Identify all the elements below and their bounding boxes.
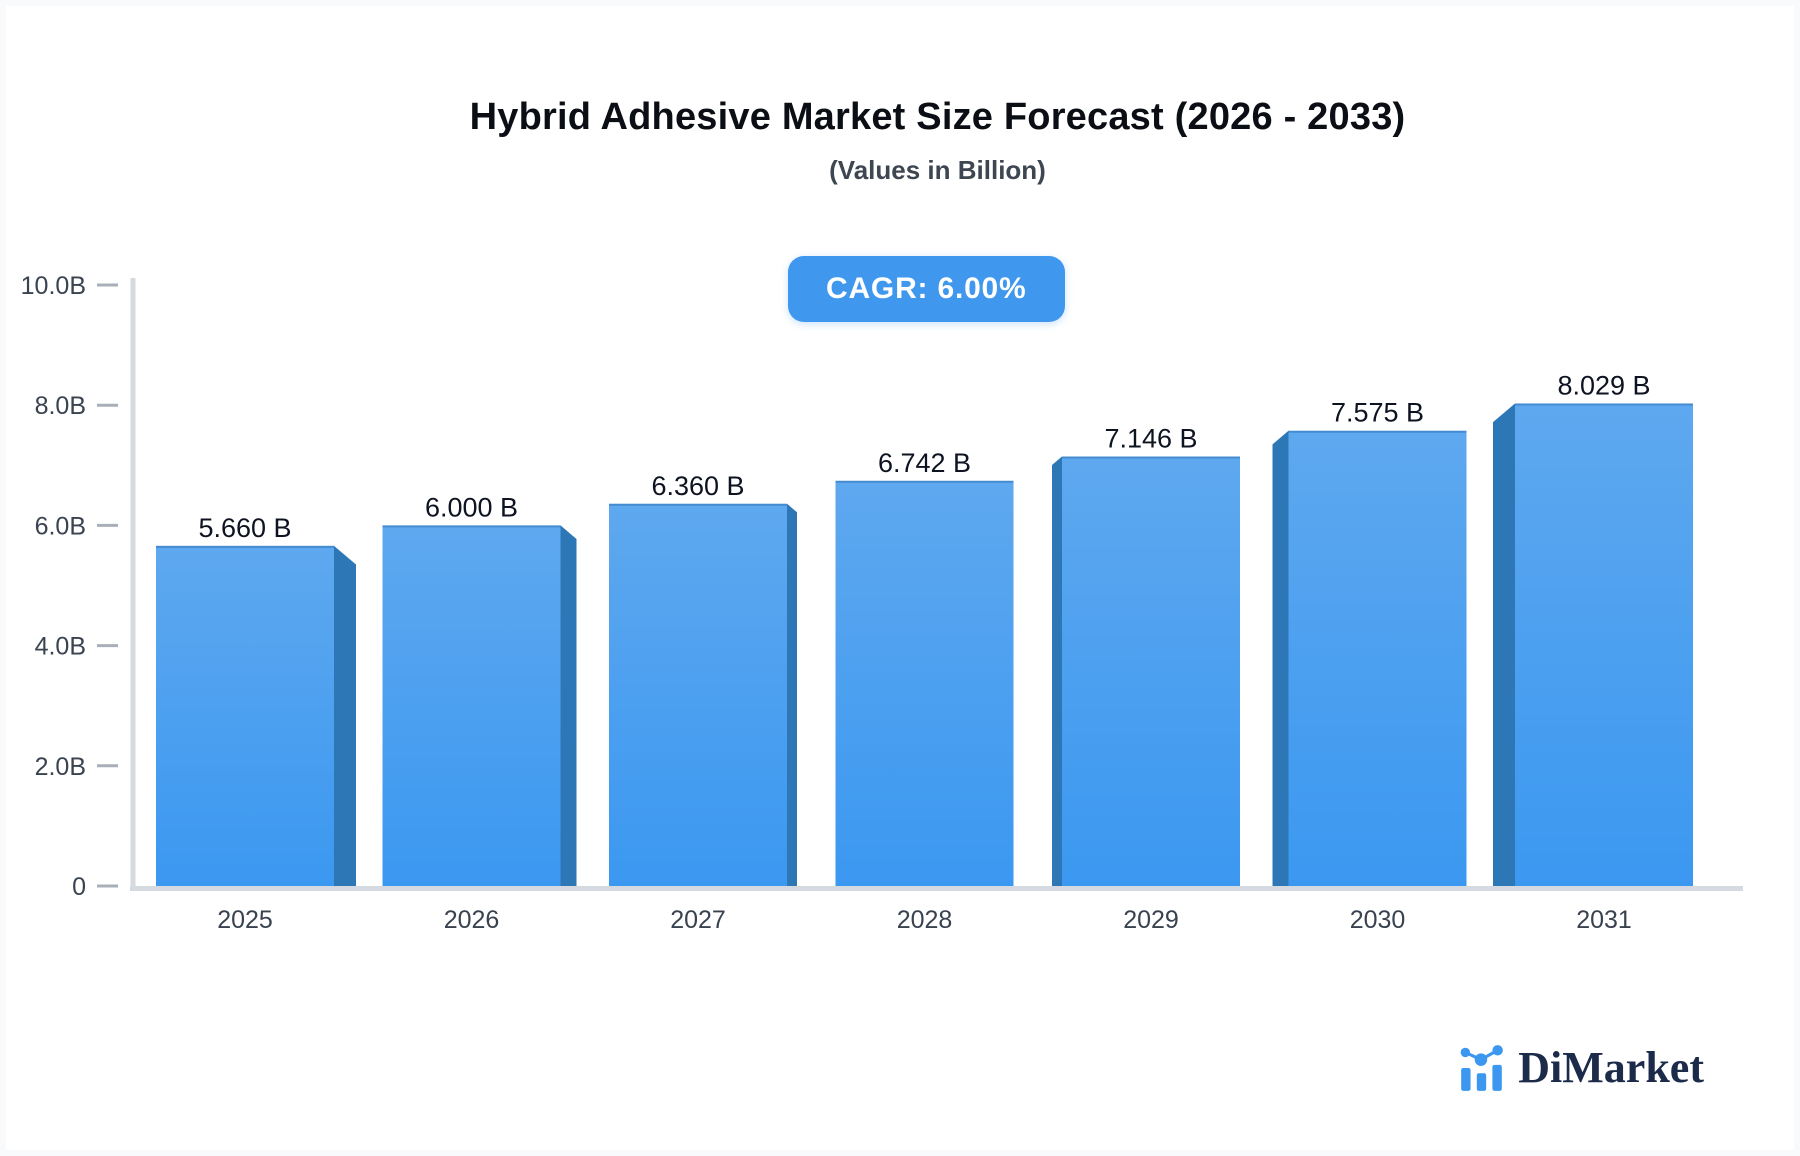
chart-header: Hybrid Adhesive Market Size Forecast (20… — [130, 96, 1745, 186]
bar-front-face — [1062, 456, 1240, 886]
y-axis-tick-label: 6.0B — [35, 512, 86, 540]
bar-side-face — [1493, 403, 1515, 886]
bar-group-2029[interactable]: 7.146 B — [1052, 424, 1240, 886]
chart-subtitle: (Values in Billion) — [829, 155, 1046, 185]
bar-group-2025[interactable]: 5.660 B — [156, 513, 356, 886]
y-axis-tick-label: 8.0B — [35, 392, 86, 420]
bar-front-face — [1288, 430, 1467, 886]
bar-front-face — [609, 503, 787, 886]
bar-side-face — [1272, 430, 1289, 886]
y-axis-tick-label: 4.0B — [35, 633, 86, 661]
chart-title: Hybrid Adhesive Market Size Forecast (20… — [469, 96, 1406, 138]
bar-side-face — [334, 545, 356, 886]
bar-value-label: 5.660 B — [198, 513, 291, 543]
bar-value-label: 7.575 B — [1331, 398, 1424, 428]
y-axis-tick-label: 0 — [72, 873, 86, 901]
y-axis-tick-label: 2.0B — [35, 753, 86, 781]
x-axis-label: 2031 — [1576, 906, 1632, 934]
x-axis-label: 2025 — [217, 906, 273, 934]
x-axis-label: 2029 — [1123, 906, 1179, 934]
y-axis-tick-label: 10.0B — [21, 272, 86, 300]
bar-value-label: 6.742 B — [878, 448, 971, 478]
bar-group-2031[interactable]: 8.029 B — [1493, 370, 1693, 886]
bar-side-face — [560, 525, 577, 886]
logo-text: DiMarket — [1518, 1043, 1704, 1092]
bar-value-label: 6.000 B — [425, 492, 518, 522]
x-axis-label: 2028 — [897, 906, 953, 934]
bar-group-2030[interactable]: 7.575 B — [1272, 398, 1467, 886]
bar-front-face — [1515, 403, 1693, 886]
bar-value-label: 7.146 B — [1104, 424, 1197, 454]
x-axis-label: 2027 — [670, 906, 726, 934]
bar-side-face — [1052, 456, 1062, 886]
bar-group-2028[interactable]: 6.742 B — [835, 448, 1014, 886]
bar-side-face — [787, 503, 797, 886]
bar-front-face — [382, 525, 561, 886]
cagr-badge: CAGR: 6.00% — [788, 256, 1065, 322]
bar-chart-logo-icon — [1460, 1045, 1504, 1091]
bar-group-2027[interactable]: 6.360 B — [609, 471, 797, 886]
dimarket-logo: DiMarket — [1459, 1042, 1704, 1094]
bar-value-label: 8.029 B — [1557, 370, 1650, 400]
bar-value-label: 6.360 B — [651, 471, 744, 501]
bar-group-2026[interactable]: 6.000 B — [382, 492, 577, 886]
x-axis-label: 2030 — [1350, 906, 1406, 934]
x-axis-label: 2026 — [444, 906, 500, 934]
bar-front-face — [835, 480, 1014, 886]
bar-front-face — [156, 545, 334, 886]
